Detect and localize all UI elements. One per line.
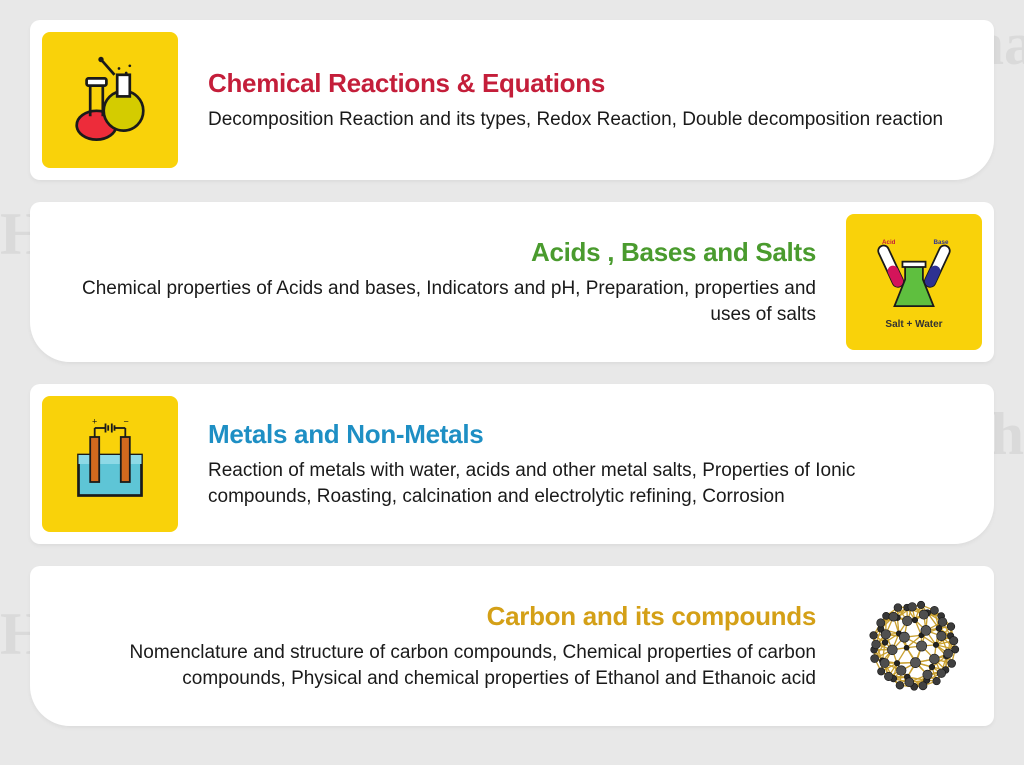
topic-card-metals: + − Metals and Non-Metals Reaction of me…	[30, 384, 994, 544]
topic-card-chemical-reactions: Chemical Reactions & Equations Decomposi…	[30, 20, 994, 180]
svg-text:Acid: Acid	[882, 238, 896, 245]
svg-text:Base: Base	[934, 238, 949, 245]
card-content: Acids , Bases and Salts Chemical propert…	[30, 237, 846, 327]
flask-icon	[42, 32, 178, 168]
card-content: Carbon and its compounds Nomenclature an…	[30, 601, 846, 691]
card-description: Chemical properties of Acids and bases, …	[60, 276, 816, 327]
electrolysis-icon: + −	[42, 396, 178, 532]
test-tubes-icon: Acid Base Salt + Water	[846, 214, 982, 350]
svg-text:−: −	[124, 419, 129, 426]
card-title: Carbon and its compounds	[60, 601, 816, 632]
topic-card-carbon: Carbon and its compounds Nomenclature an…	[30, 566, 994, 726]
svg-text:+: +	[92, 419, 97, 426]
icon-caption: Salt + Water	[885, 319, 942, 330]
card-description: Reaction of metals with water, acids and…	[208, 458, 964, 509]
card-content: Chemical Reactions & Equations Decomposi…	[178, 68, 994, 133]
topic-card-acids-bases: Acids , Bases and Salts Chemical propert…	[30, 202, 994, 362]
card-title: Metals and Non-Metals	[208, 419, 964, 450]
card-description: Nomenclature and structure of carbon com…	[60, 640, 816, 691]
card-description: Decomposition Reaction and its types, Re…	[208, 107, 964, 133]
card-title: Acids , Bases and Salts	[60, 237, 816, 268]
fullerene-icon	[846, 578, 982, 714]
card-title: Chemical Reactions & Equations	[208, 68, 964, 99]
card-content: Metals and Non-Metals Reaction of metals…	[178, 419, 994, 509]
